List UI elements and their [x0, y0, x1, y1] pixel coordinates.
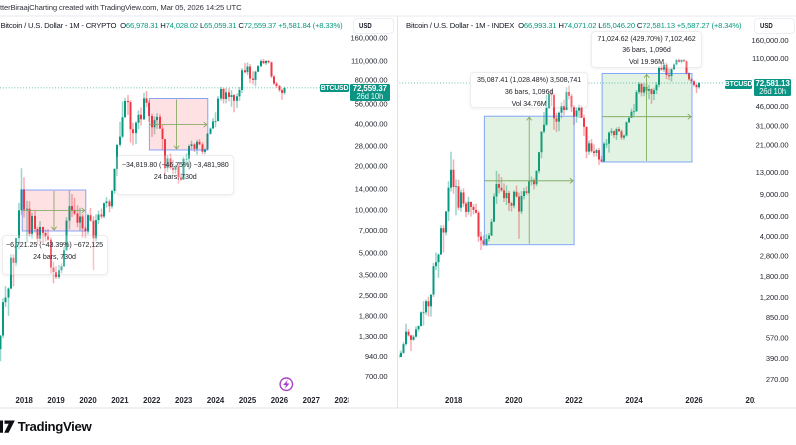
- svg-text:5,000.00: 5,000.00: [359, 249, 388, 258]
- svg-text:4,000.00: 4,000.00: [760, 232, 789, 241]
- svg-text:110,000.00: 110,000.00: [752, 54, 788, 63]
- svg-text:2024: 2024: [207, 396, 225, 405]
- svg-text:940.00: 940.00: [365, 352, 388, 361]
- svg-text:13,000.00: 13,000.00: [756, 168, 789, 177]
- svg-text:2022: 2022: [143, 396, 161, 405]
- svg-text:2020: 2020: [505, 396, 523, 405]
- svg-text:31,000.00: 31,000.00: [756, 121, 789, 130]
- svg-text:2018: 2018: [16, 396, 34, 405]
- svg-text:1,800.00: 1,800.00: [359, 312, 388, 321]
- svg-text:160,000.00: 160,000.00: [350, 34, 387, 43]
- svg-text:570.00: 570.00: [766, 334, 789, 343]
- svg-text:2,500.00: 2,500.00: [359, 291, 388, 300]
- svg-text:2020: 2020: [79, 396, 97, 405]
- svg-text:3,500.00: 3,500.00: [359, 270, 388, 279]
- svg-text:270.00: 270.00: [766, 375, 789, 384]
- svg-text:7,000.00: 7,000.00: [359, 226, 388, 235]
- svg-text:390.00: 390.00: [766, 354, 789, 363]
- svg-text:2018: 2018: [445, 396, 463, 405]
- svg-text:2024: 2024: [625, 396, 643, 405]
- svg-text:28,000.00: 28,000.00: [355, 142, 388, 151]
- svg-text:56,000.00: 56,000.00: [355, 100, 388, 109]
- svg-text:21,000.00: 21,000.00: [756, 141, 789, 150]
- svg-text:10,000.00: 10,000.00: [355, 206, 388, 215]
- svg-text:20,000.00: 20,000.00: [355, 162, 388, 171]
- svg-text:2021: 2021: [111, 396, 129, 405]
- svg-text:2019: 2019: [47, 396, 65, 405]
- svg-text:2022: 2022: [565, 396, 583, 405]
- svg-text:2025: 2025: [239, 396, 257, 405]
- svg-text:1,300.00: 1,300.00: [359, 332, 388, 341]
- svg-text:2028: 2028: [335, 396, 353, 405]
- svg-text:2023: 2023: [175, 396, 193, 405]
- svg-text:2027: 2027: [303, 396, 320, 405]
- svg-text:1,200.00: 1,200.00: [760, 293, 789, 302]
- svg-text:14,000.00: 14,000.00: [355, 185, 388, 194]
- svg-text:2026: 2026: [685, 396, 703, 405]
- svg-text:TradingView: TradingView: [18, 419, 93, 434]
- svg-text:160,000.00: 160,000.00: [751, 36, 788, 45]
- svg-text:40,000.00: 40,000.00: [355, 119, 388, 128]
- svg-text:700.00: 700.00: [365, 372, 388, 381]
- svg-text:2,800.00: 2,800.00: [760, 251, 789, 260]
- svg-text:2028: 2028: [746, 396, 764, 405]
- svg-text:80,000.00: 80,000.00: [355, 75, 388, 84]
- svg-text:1,800.00: 1,800.00: [760, 272, 789, 281]
- svg-text:46,000.00: 46,000.00: [756, 102, 789, 111]
- svg-text:9,000.00: 9,000.00: [760, 190, 789, 199]
- svg-text:6,000.00: 6,000.00: [760, 212, 789, 221]
- svg-text:850.00: 850.00: [766, 313, 789, 322]
- svg-text:2026: 2026: [271, 396, 289, 405]
- svg-text:110,000.00: 110,000.00: [351, 57, 387, 66]
